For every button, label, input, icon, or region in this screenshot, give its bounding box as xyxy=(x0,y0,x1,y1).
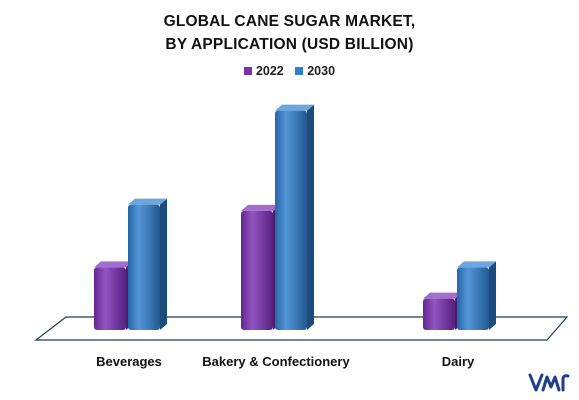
bar-top-2030-0 xyxy=(128,198,167,205)
bar-2030-0 xyxy=(128,204,160,330)
legend-swatch-2022 xyxy=(243,67,252,75)
category-label-2: Dairy xyxy=(442,354,475,369)
bar-top-2022-0 xyxy=(94,261,133,268)
bar-2022-0 xyxy=(94,267,126,330)
legend-swatch-2030 xyxy=(295,67,304,75)
bar-side-2030-1 xyxy=(307,104,314,331)
category-label-1: Bakery & Confectionery xyxy=(202,354,350,369)
bar-top-2022-2 xyxy=(423,292,462,299)
bar-side-2030-0 xyxy=(160,198,167,330)
legend-item-2022: 2022 xyxy=(243,64,284,78)
category-label-0: Beverages xyxy=(96,354,162,369)
legend-item-2030: 2030 xyxy=(295,64,335,78)
vmr-logo-stroke-1 xyxy=(541,375,561,392)
chart-title-line-2: BY APPLICATION (USD BILLION) xyxy=(165,36,414,53)
vmr-logo xyxy=(528,373,570,392)
legend-label-2030: 2030 xyxy=(307,64,336,78)
bar-top-2030-2 xyxy=(457,261,496,268)
vmr-logo-stroke-0 xyxy=(528,373,544,392)
vmr-logo-stroke-2 xyxy=(561,374,570,392)
bar-2022-2 xyxy=(423,298,455,330)
bar-top-2030-1 xyxy=(275,104,314,111)
bar-top-2022-1 xyxy=(241,204,280,211)
bar-2030-1 xyxy=(275,110,307,331)
bar-2022-1 xyxy=(241,210,273,330)
chart-title-line-1: GLOBAL CANE SUGAR MARKET, xyxy=(163,13,416,30)
legend-label-2022: 2022 xyxy=(255,64,284,78)
bar-side-2030-2 xyxy=(489,261,496,330)
bar-2030-2 xyxy=(457,267,489,330)
legend: 2022 2030 xyxy=(0,64,579,78)
